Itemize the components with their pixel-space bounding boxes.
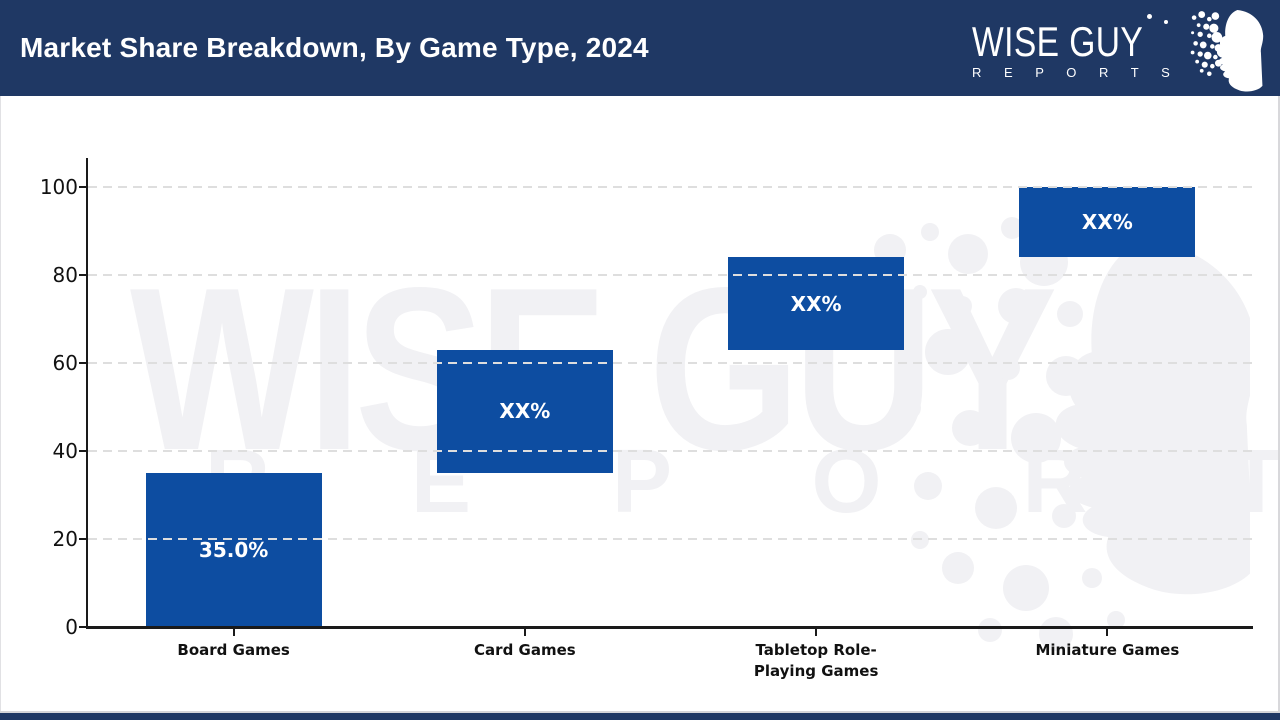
bar-value-label: XX% bbox=[499, 399, 551, 424]
page-border-right bbox=[1278, 96, 1280, 712]
bar-value-label: 35.0% bbox=[198, 538, 269, 562]
x-axis-line bbox=[86, 626, 1253, 629]
y-axis-tick bbox=[79, 186, 86, 188]
bar-segment: 35.0% bbox=[145, 473, 322, 627]
bar-value-label: XX% bbox=[790, 291, 842, 316]
y-axis-tick bbox=[79, 274, 86, 276]
y-axis-tick-label: 80 bbox=[52, 263, 78, 287]
logo-text: WISE GUY R E P O R T S bbox=[971, 18, 1186, 81]
y-axis-tick-label: 20 bbox=[52, 527, 78, 551]
y-axis-tick bbox=[79, 626, 86, 628]
x-axis-tick bbox=[815, 629, 818, 636]
logo-dot bbox=[1164, 20, 1168, 24]
y-axis-tick-label: 0 bbox=[65, 615, 78, 639]
y-axis-tick-label: 100 bbox=[39, 175, 78, 199]
y-axis-tick bbox=[79, 362, 86, 364]
page-border-left bbox=[0, 96, 1, 712]
logo-subtext: R E P O R T S bbox=[971, 65, 1180, 80]
x-axis-tick bbox=[232, 629, 235, 636]
y-axis-tick-label: 40 bbox=[52, 439, 78, 463]
x-axis-category-label: Board Games bbox=[177, 641, 290, 659]
y-axis-line bbox=[86, 158, 88, 628]
gridline bbox=[88, 362, 1253, 364]
logo-face-icon bbox=[1190, 10, 1264, 92]
gridline bbox=[88, 538, 1253, 540]
logo-wordmark: WISE GUY bbox=[971, 18, 1144, 65]
gridline bbox=[88, 450, 1253, 452]
brand-logo: WISE GUY R E P O R T S bbox=[972, 8, 1264, 92]
bar-value-label: XX% bbox=[1081, 210, 1133, 235]
gridline bbox=[88, 274, 1253, 276]
logo-dot bbox=[1147, 14, 1152, 19]
x-axis-category-label: Tabletop Role- Playing Games bbox=[753, 641, 879, 680]
bar-segment: XX% bbox=[436, 349, 613, 473]
bar-segment: XX% bbox=[728, 257, 905, 350]
header-bar: Market Share Breakdown, By Game Type, 20… bbox=[0, 0, 1280, 96]
x-axis-tick bbox=[1106, 629, 1109, 636]
page-title: Market Share Breakdown, By Game Type, 20… bbox=[20, 32, 649, 63]
y-axis-tick bbox=[79, 450, 86, 452]
x-axis-category-label: Miniature Games bbox=[1035, 641, 1180, 659]
footer-bar bbox=[0, 713, 1280, 720]
x-axis-category-label: Card Games bbox=[474, 641, 576, 659]
y-axis-tick bbox=[79, 538, 86, 540]
y-axis-tick-label: 60 bbox=[52, 351, 78, 375]
x-axis-tick bbox=[523, 629, 526, 636]
gridline bbox=[88, 186, 1253, 188]
footer-divider bbox=[0, 711, 1280, 713]
bar-segment: XX% bbox=[1019, 187, 1196, 258]
